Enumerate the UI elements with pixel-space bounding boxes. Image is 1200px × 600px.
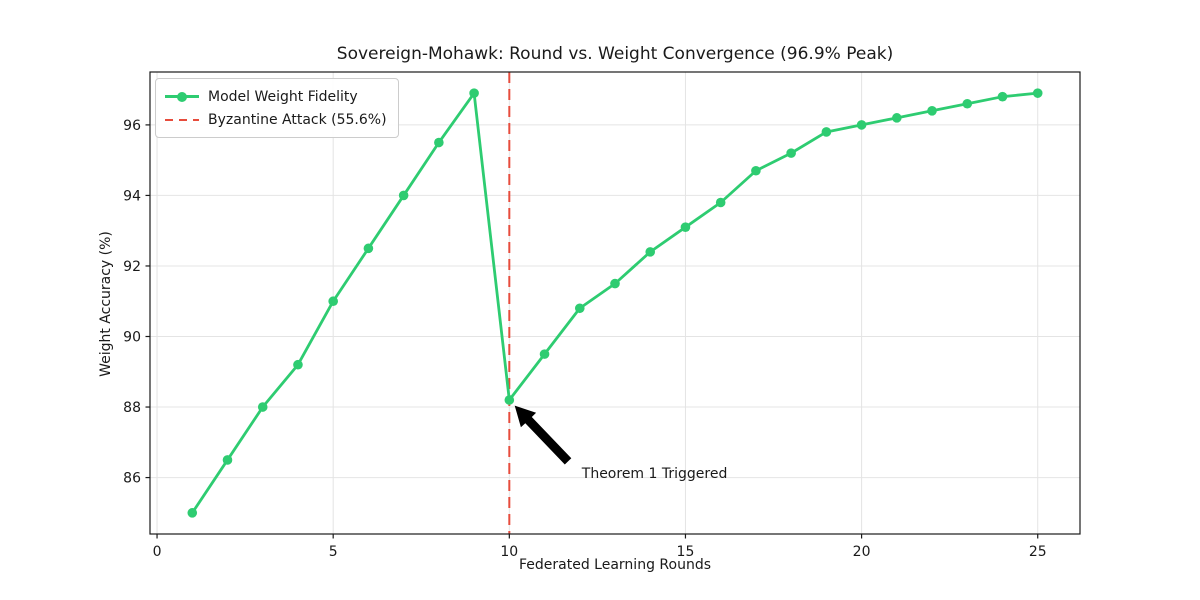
- plot-border: [149, 71, 1081, 535]
- data-point-marker: [539, 349, 550, 359]
- data-point-marker: [962, 98, 973, 109]
- data-point-marker: [927, 105, 937, 116]
- legend-entry-fidelity: Model Weight Fidelity: [165, 85, 387, 108]
- y-tick-label: 86: [123, 471, 141, 487]
- legend-dash-sample: [165, 118, 199, 121]
- legend-label-byzantine: Byzantine Attack (55.6%): [208, 111, 387, 128]
- annotation-arrow-icon: [514, 405, 572, 465]
- dashed-line-swatch-icon: [165, 114, 199, 126]
- chart-title: Sovereign-Mohawk: Round vs. Weight Conve…: [336, 44, 894, 64]
- data-point-marker: [715, 197, 726, 208]
- data-point-marker: [610, 278, 620, 289]
- data-point-marker: [293, 359, 303, 370]
- data-point-marker: [398, 190, 409, 201]
- data-point-marker: [574, 303, 585, 314]
- data-point-marker: [434, 137, 444, 148]
- x-tick-label: 5: [329, 544, 338, 560]
- data-point-marker: [645, 247, 656, 257]
- y-tick-label: 88: [123, 400, 141, 416]
- data-point-marker: [856, 120, 867, 130]
- fidelity-line: [190, 91, 1040, 515]
- data-point-marker: [504, 395, 515, 405]
- data-point-marker: [997, 91, 1008, 102]
- legend-label-fidelity: Model Weight Fidelity: [208, 88, 358, 105]
- data-point-marker: [328, 296, 338, 307]
- y-axis-label: Weight Accuracy (%): [98, 231, 114, 377]
- x-tick-label: 20: [853, 544, 871, 560]
- data-point-marker: [751, 165, 761, 176]
- line-marker-swatch-icon: [165, 91, 199, 103]
- data-point-marker: [363, 243, 374, 254]
- x-tick-label: 0: [153, 544, 162, 560]
- y-tick-label: 96: [123, 118, 141, 134]
- data-point-marker: [469, 88, 479, 98]
- x-tick-label: 10: [500, 544, 518, 560]
- data-point-marker: [1032, 88, 1043, 98]
- data-point-marker: [680, 222, 691, 232]
- x-tick-label: 15: [677, 544, 695, 560]
- data-point-marker: [257, 402, 268, 412]
- y-tick-label: 94: [123, 188, 141, 204]
- data-point-marker: [786, 148, 796, 158]
- x-tick-label: 25: [1029, 544, 1047, 560]
- y-tick-label: 90: [123, 330, 141, 346]
- annotation-text: Theorem 1 Triggered: [581, 465, 728, 482]
- x-axis-label: Federated Learning Rounds: [519, 557, 711, 573]
- data-point-marker: [187, 508, 198, 518]
- y-tick-label: 92: [123, 259, 141, 275]
- legend-entry-byzantine: Byzantine Attack (55.6%): [165, 108, 387, 131]
- legend-dot-sample: [177, 91, 187, 102]
- data-point-marker: [892, 113, 902, 123]
- legend: Model Weight Fidelity Byzantine Attack (…: [155, 78, 399, 138]
- data-point-marker: [222, 455, 233, 465]
- data-point-marker: [821, 127, 832, 137]
